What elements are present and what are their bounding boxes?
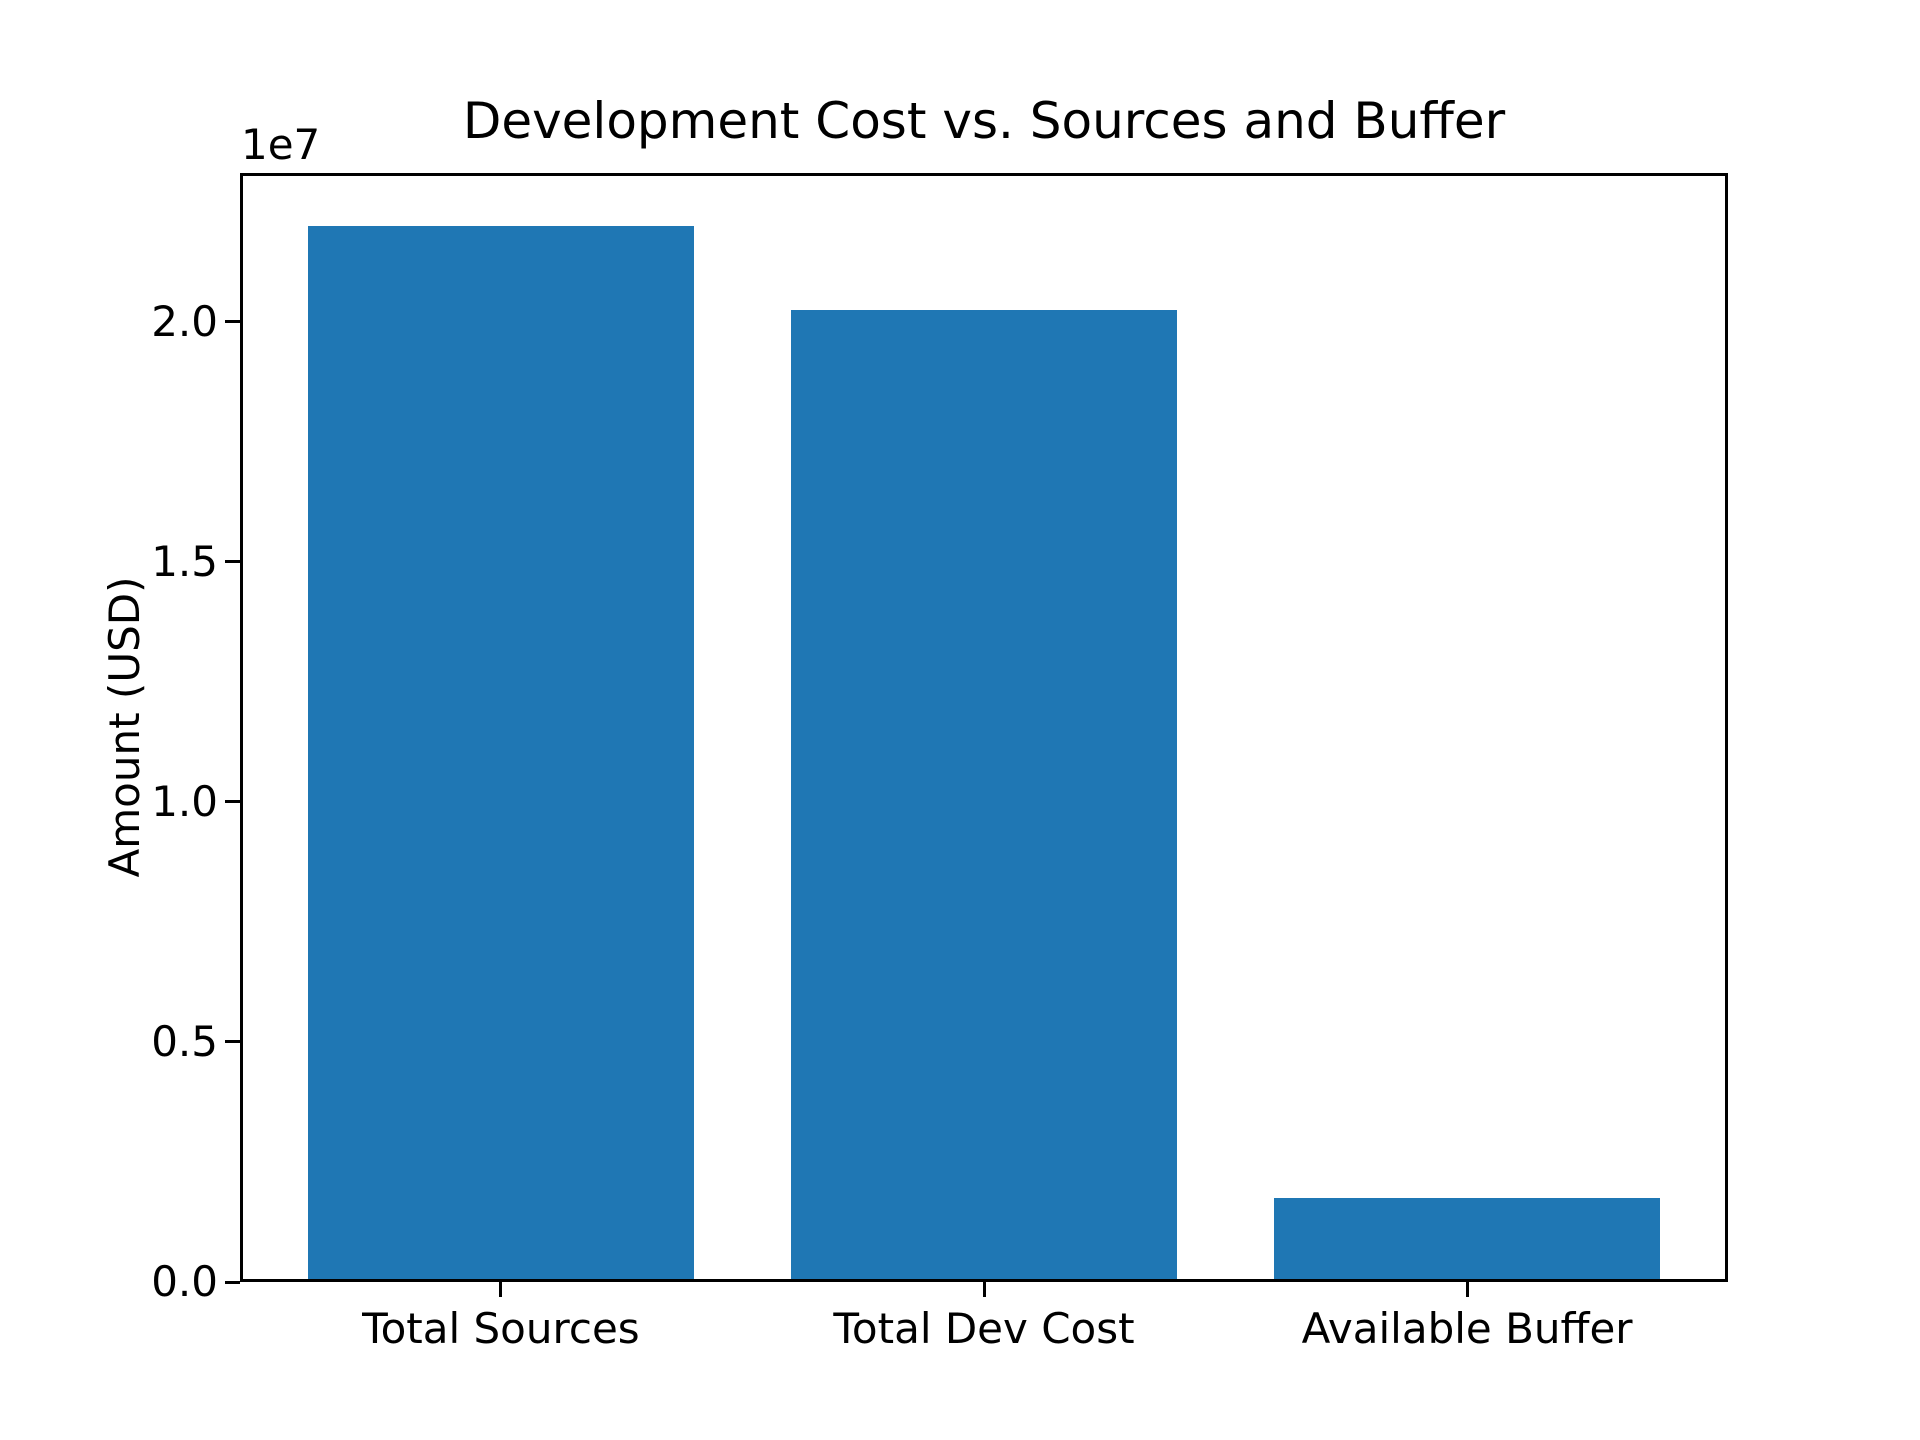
chart-title: Development Cost vs. Sources and Buffer (462, 92, 1506, 150)
x-tick-label-total-dev-cost: Total Dev Cost (833, 1304, 1135, 1353)
x-tick-mark (499, 1282, 503, 1297)
plot-area: 0.0 0.5 1.0 1.5 2.0 Total Sources Total Dev Co… (151, 173, 1728, 1352)
y-tick-label: 0.0 (151, 1257, 218, 1306)
y-tick-label: 0.5 (151, 1016, 218, 1066)
y-tick-label: 1.0 (151, 776, 218, 826)
y-tick-mark (225, 320, 240, 324)
y-tick-mark (225, 560, 240, 564)
y-tick-label: 2.0 (151, 296, 218, 346)
bar-available-buffer (1273, 1198, 1661, 1282)
y-tick-mark (225, 800, 240, 804)
x-tick-mark (982, 1282, 986, 1297)
x-tick-mark (1465, 1282, 1469, 1297)
y-tick-mark (225, 1040, 240, 1044)
y-tick-label: 1.5 (151, 536, 218, 586)
y-tick-mark (225, 1280, 240, 1284)
x-tick-label-available-buffer: Available Buffer (1301, 1304, 1633, 1353)
bar-total-sources (307, 225, 695, 1282)
y-axis-label: Amount (USD) (100, 576, 149, 878)
bar-total-dev-cost (790, 309, 1178, 1282)
x-tick-label-total-sources: Total Sources (362, 1304, 640, 1353)
y-axis-offset-label: 1e7 (241, 120, 321, 169)
